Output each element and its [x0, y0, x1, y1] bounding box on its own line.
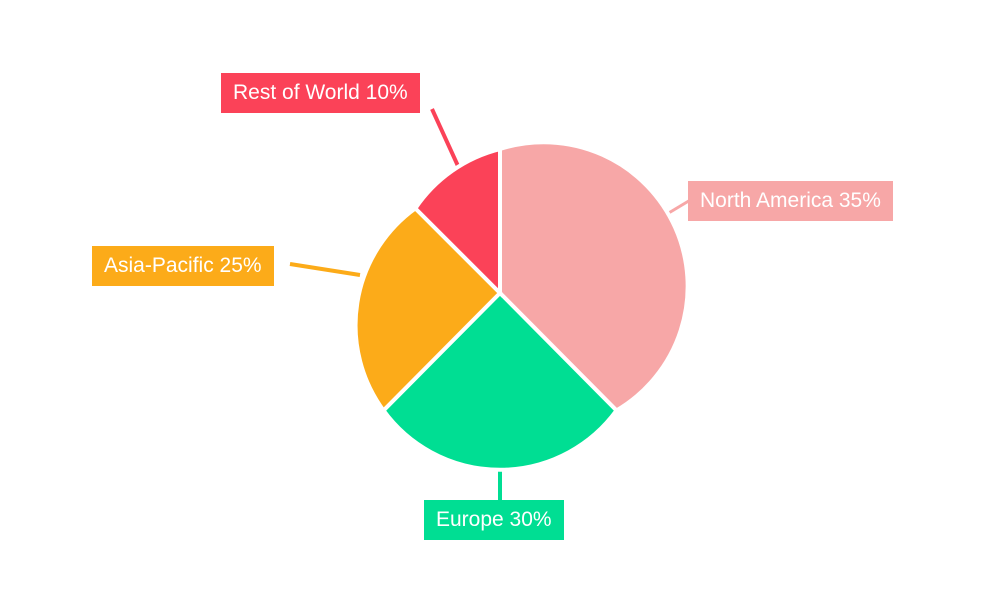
pie-label-north-america: North America 35% [688, 181, 893, 221]
pie-slices [353, 140, 690, 472]
pie-label-europe: Europe 30% [424, 500, 564, 540]
pie-slice-europe[interactable] [380, 290, 620, 472]
pie-label-rest-of-world: Rest of World 10% [221, 73, 420, 113]
pie-slice-rest-of-world[interactable] [412, 146, 502, 298]
pie-label-asia-pacific: Asia-Pacific 25% [92, 246, 274, 286]
leader-line-asia-pacific [289, 262, 361, 277]
leader-line-rest-of-world [430, 108, 460, 167]
pie-slice-north-america[interactable] [498, 140, 690, 413]
